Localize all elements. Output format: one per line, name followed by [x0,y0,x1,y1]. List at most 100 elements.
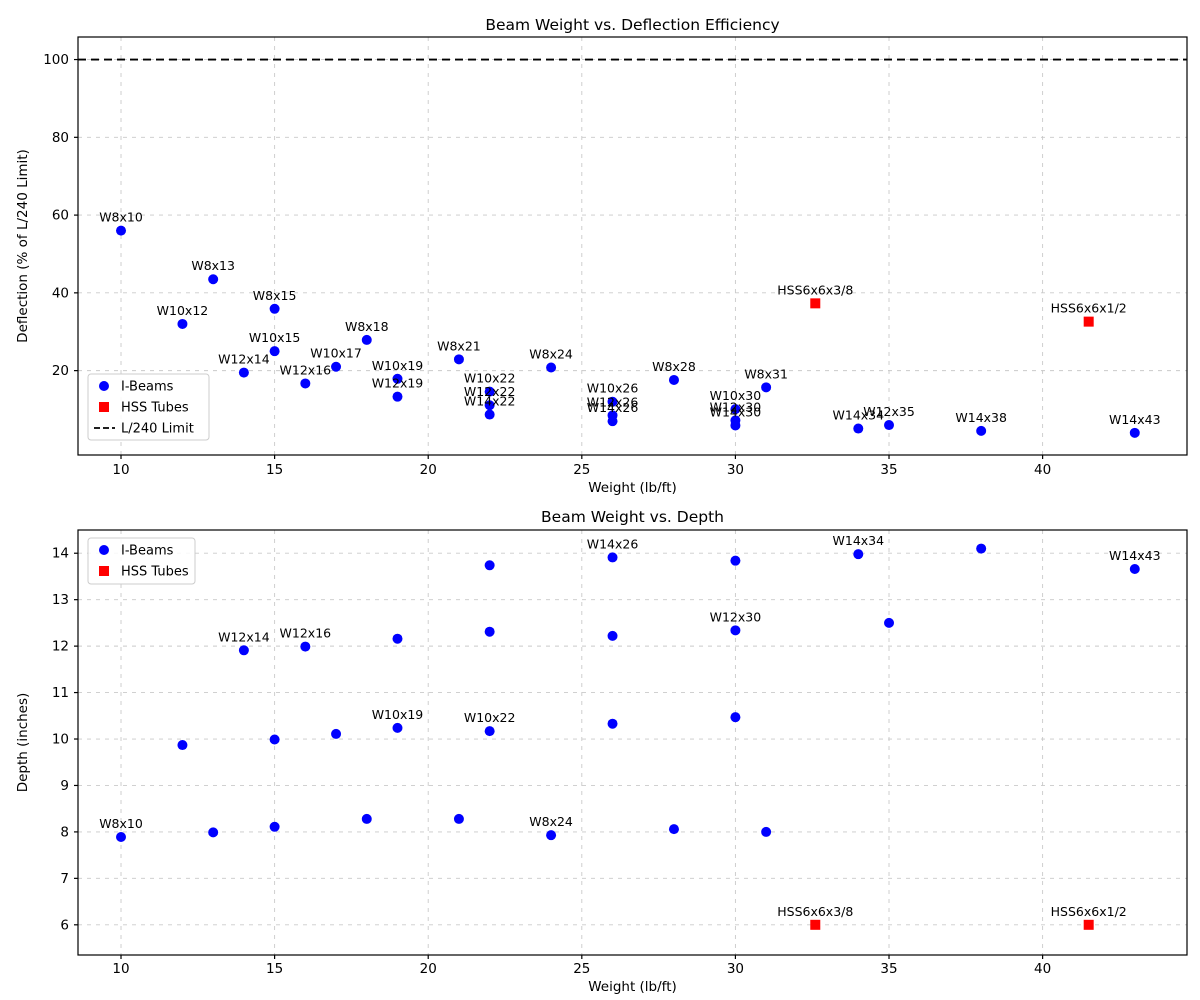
data-point-W12x35 [884,617,895,628]
point-label-W8x18: W8x18 [345,319,389,334]
x-tick-label: 25 [573,462,590,478]
chart-title: Beam Weight vs. Depth [541,508,724,526]
point-label-W8x13: W8x13 [191,258,235,273]
data-point-W14x34 [853,423,864,434]
data-point-W10x26 [607,396,618,407]
data-point-W8x28 [668,374,679,385]
y-tick-label: 12 [52,639,69,655]
data-point-W10x26 [607,718,618,729]
data-point-W14x26 [607,416,618,427]
point-label-W8x24: W8x24 [529,347,573,362]
data-point-W12x16 [300,378,311,389]
data-point-W8x18 [361,334,372,345]
plot-border [77,36,1188,456]
data-point-W12x14 [238,367,249,378]
x-tick-label: 10 [112,961,129,977]
x-tick-label: 35 [880,462,897,478]
point-label-W14x38: W14x38 [955,410,1007,425]
data-point-W8x13 [208,827,219,838]
legend-marker-ibeams [99,381,109,391]
y-tick-label: 80 [52,130,69,146]
y-tick-label: 100 [43,52,69,68]
data-point-W10x15 [269,734,280,745]
x-tick-label: 10 [112,462,129,478]
y-axis-label: Depth (inches) [15,693,31,793]
y-axis-label: Deflection (% of L/240 Limit) [15,149,31,343]
y-tick-label: 13 [52,592,69,608]
legend-marker-hss [99,566,109,576]
data-point-W10x19 [392,722,403,733]
point-label-HSS6x6x1/2: HSS6x6x1/2 [1051,301,1127,316]
data-point-W10x17 [331,728,342,739]
y-tick-label: 7 [60,871,69,887]
point-label-W12x26: W12x26 [587,394,639,409]
y-tick-label: 11 [52,685,69,701]
data-point-HSS6x6x1/2 [1083,316,1094,327]
legend-label: HSS Tubes [121,401,189,416]
point-label-W8x31: W8x31 [744,366,788,381]
x-tick-label: 20 [420,961,437,977]
point-label-W14x34: W14x34 [833,533,885,548]
legend-label: HSS Tubes [121,565,189,580]
x-tick-label: 30 [727,961,744,977]
data-point-W10x30 [730,404,741,415]
point-label-W12x16: W12x16 [280,626,332,641]
data-point-W12x14 [238,645,249,656]
point-label-W10x22: W10x22 [464,371,516,386]
point-label-W14x30: W14x30 [710,404,762,419]
point-label-W12x22: W12x22 [464,384,516,399]
data-point-W10x12 [177,740,188,751]
legend-label: I-Beams [121,380,174,395]
data-point-W8x10 [116,832,127,843]
data-point-W10x17 [331,361,342,372]
legend-label: I-Beams [121,544,174,559]
data-point-HSS6x6x3/8 [810,919,821,930]
data-point-W8x24 [546,362,557,373]
y-tick-label: 6 [60,917,69,933]
data-point-W8x10 [116,225,127,236]
data-point-HSS6x6x3/8 [810,298,821,309]
data-point-W14x43 [1129,427,1140,438]
point-label-W8x21: W8x21 [437,338,481,353]
data-point-W8x15 [269,821,280,832]
data-point-W10x12 [177,318,188,329]
point-label-W10x15: W10x15 [249,330,301,345]
data-point-W12x30 [730,625,741,636]
point-label-W10x26: W10x26 [587,381,639,396]
data-point-W14x38 [976,543,987,554]
x-tick-label: 40 [1034,961,1051,977]
point-label-W14x26: W14x26 [587,536,639,551]
data-point-W12x22 [484,626,495,637]
y-tick-label: 9 [60,778,69,794]
data-point-W12x19 [392,391,403,402]
point-label-W12x14: W12x14 [218,629,270,644]
data-point-W14x30 [730,420,741,431]
legend-label: L/240 Limit [121,422,194,437]
data-point-W12x26 [607,630,618,641]
point-label-W8x24: W8x24 [529,814,573,829]
data-point-W14x34 [853,549,864,560]
y-tick-label: 20 [52,363,69,379]
point-label-W8x28: W8x28 [652,359,696,374]
point-label-W14x43: W14x43 [1109,548,1161,563]
data-point-W12x16 [300,641,311,652]
point-label-HSS6x6x3/8: HSS6x6x3/8 [777,904,853,919]
y-tick-label: 60 [52,208,69,224]
data-point-W14x38 [976,425,987,436]
point-label-W14x26: W14x26 [587,400,639,415]
point-label-W8x10: W8x10 [99,816,143,831]
data-point-W14x26 [607,552,618,563]
x-tick-label: 35 [880,961,897,977]
point-label-HSS6x6x3/8: HSS6x6x3/8 [777,282,853,297]
data-point-W8x21 [453,813,464,824]
data-point-W12x19 [392,633,403,644]
x-tick-label: 25 [573,961,590,977]
x-tick-label: 30 [727,462,744,478]
point-label-W14x43: W14x43 [1109,412,1161,427]
point-label-W8x10: W8x10 [99,210,143,225]
y-tick-label: 8 [60,824,69,840]
data-point-W12x35 [884,420,895,431]
data-point-W14x22 [484,560,495,571]
point-label-W10x22: W10x22 [464,710,516,725]
point-label-W12x19: W12x19 [372,376,424,391]
